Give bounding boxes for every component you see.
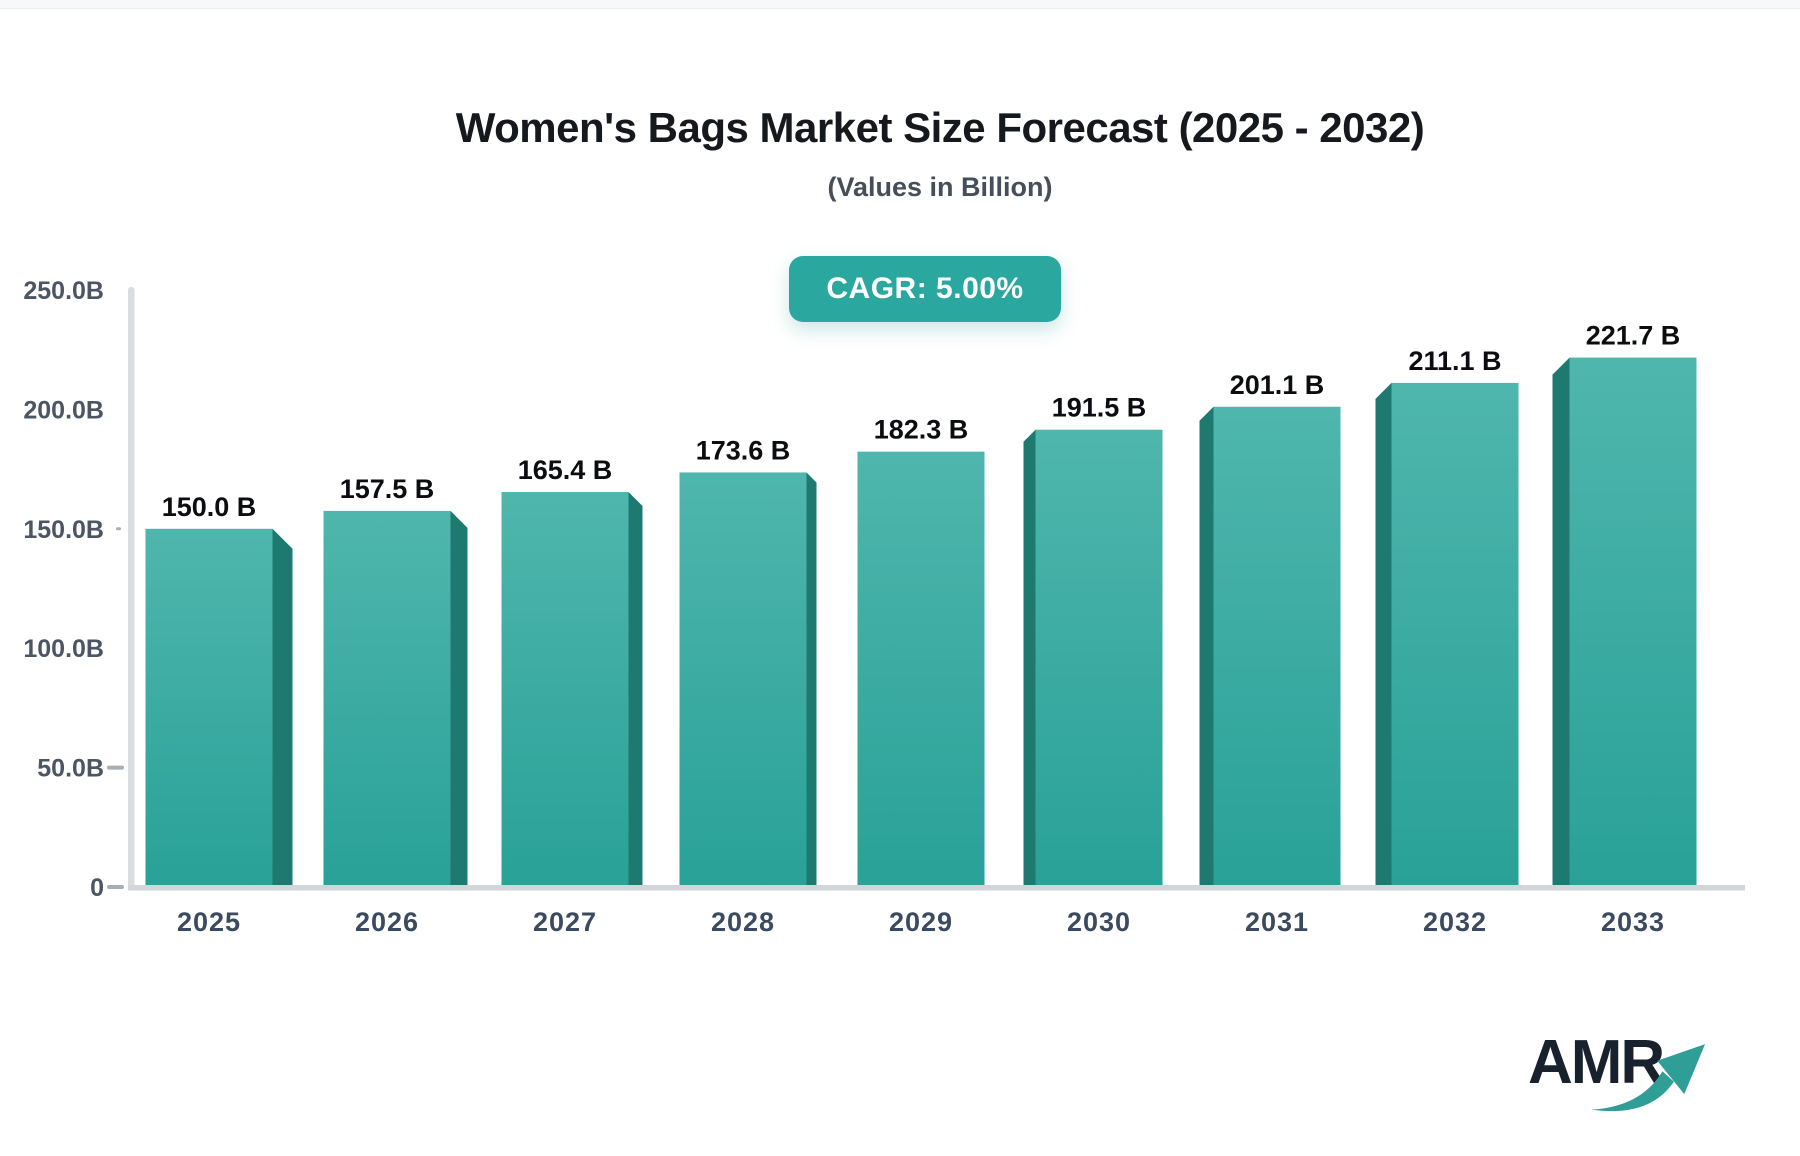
bar-side-face	[272, 528, 293, 887]
x-axis-label: 2032	[1423, 907, 1487, 937]
bar-value-label: 150.0 B	[162, 492, 257, 522]
y-axis-label: 100.0B	[23, 635, 104, 663]
y-axis-label: 200.0B	[23, 396, 104, 424]
bar-side-face	[1023, 429, 1036, 887]
amr-logo-text: AMR	[1528, 1028, 1665, 1097]
y-axis-label: 250.0B	[23, 277, 104, 305]
bar-2033: 221.7 B 2033	[1552, 321, 1697, 937]
bar-2031: 201.1 B 2031	[1199, 370, 1341, 937]
bar-front-face	[1213, 406, 1341, 887]
y-axis-label: 150.0B	[23, 516, 104, 544]
bar-value-label: 157.5 B	[340, 474, 435, 504]
bar-front-face	[501, 492, 629, 887]
bar-value-label: 191.5 B	[1052, 393, 1147, 423]
bar-front-face	[1569, 357, 1697, 887]
x-axis-label: 2027	[533, 907, 597, 937]
bar-front-face	[323, 510, 451, 887]
bar-front-face	[857, 451, 985, 887]
cagr-badge: CAGR: 5.00%	[789, 256, 1061, 322]
y-axis-tick	[107, 885, 124, 889]
bar-front-face	[1035, 429, 1163, 887]
x-axis-label: 2028	[711, 907, 775, 937]
bar-side-face	[1375, 382, 1392, 887]
y-axis-label: 50.0B	[37, 755, 104, 783]
x-axis-label: 2033	[1601, 907, 1665, 937]
bar-front-face	[1391, 382, 1519, 887]
bar-value-label: 201.1 B	[1230, 370, 1325, 400]
bar-2026: 157.5 B 2026	[323, 474, 468, 937]
bar-side-face	[628, 492, 643, 887]
bar-2027: 165.4 B 2027	[501, 455, 643, 937]
x-axis-label: 2025	[177, 907, 241, 937]
bar-2029: 182.3 B 2029	[857, 415, 985, 937]
bar-2028: 173.6 B 2028	[679, 435, 817, 937]
bar-side-face	[450, 510, 468, 887]
amr-logo: AMR	[1528, 1032, 1718, 1122]
bar-front-face	[145, 528, 273, 887]
chart-title: Women's Bags Market Size Forecast (2025 …	[455, 104, 1425, 151]
y-axis-tick	[116, 527, 121, 531]
bar-2025: 150.0 B 2025	[145, 492, 293, 937]
x-axis-label: 2031	[1245, 907, 1309, 937]
bar-value-label: 221.7 B	[1586, 321, 1681, 351]
bar-value-label: 165.4 B	[518, 455, 613, 485]
bar-side-face	[806, 472, 817, 887]
bar-side-face	[1552, 357, 1570, 887]
trend-arrow-path	[1591, 1044, 1706, 1112]
y-axis-label: 0	[90, 874, 104, 902]
bar-2032: 211.1 B 2032	[1375, 346, 1519, 937]
bar-2030: 191.5 B 2030	[1023, 393, 1163, 937]
x-axis-line	[128, 885, 1745, 891]
x-axis-label: 2030	[1067, 907, 1131, 937]
y-axis-line	[128, 287, 135, 889]
bar-value-label: 182.3 B	[874, 415, 969, 445]
x-axis-label: 2026	[355, 907, 419, 937]
cagr-badge-label: CAGR: 5.00%	[826, 272, 1024, 305]
card-top-border	[0, 0, 1800, 9]
y-axis-tick	[107, 765, 124, 770]
chart-subtitle: (Values in Billion)	[827, 172, 1053, 202]
bar-front-face	[679, 472, 807, 887]
x-axis-label: 2029	[889, 907, 953, 937]
bar-value-label: 173.6 B	[696, 435, 791, 465]
bar-side-face	[1199, 406, 1214, 887]
bar-value-label: 211.1 B	[1408, 346, 1501, 376]
trend-up-arrow-icon	[1591, 1044, 1706, 1112]
